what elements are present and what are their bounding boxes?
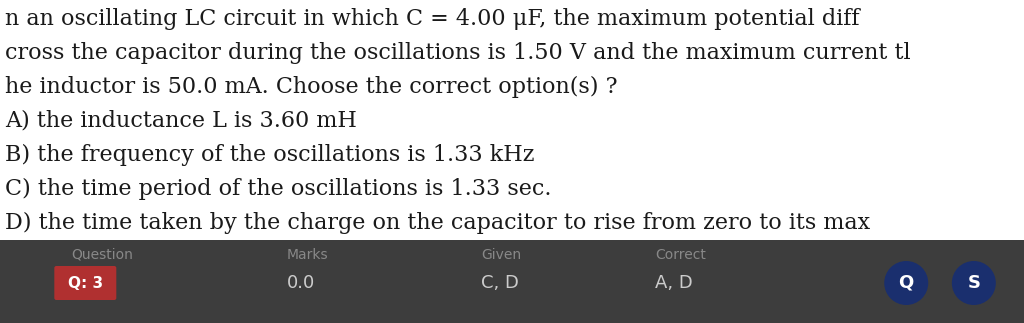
- Text: Question: Question: [72, 248, 133, 262]
- Bar: [0, 240, 1024, 323]
- Circle shape: [952, 261, 995, 305]
- Text: B) the frequency of the oscillations is 1.33 kHz: B) the frequency of the oscillations is …: [5, 144, 535, 166]
- Text: Marks: Marks: [287, 248, 329, 262]
- Text: Given: Given: [481, 248, 521, 262]
- Text: cross the capacitor during the oscillations is 1.50 V and the maximum current tl: cross the capacitor during the oscillati…: [5, 42, 910, 64]
- Text: 0.0: 0.0: [287, 274, 315, 292]
- Text: Q: 3: Q: 3: [68, 276, 102, 290]
- Circle shape: [885, 261, 928, 305]
- Text: he inductor is 50.0 mA. Choose the correct option(s) ?: he inductor is 50.0 mA. Choose the corre…: [5, 76, 617, 98]
- Text: A, D: A, D: [655, 274, 693, 292]
- Text: Correct: Correct: [655, 248, 707, 262]
- Text: A) the inductance L is 3.60 mH: A) the inductance L is 3.60 mH: [5, 110, 357, 132]
- Text: S: S: [968, 274, 980, 292]
- Text: C) the time period of the oscillations is 1.33 sec.: C) the time period of the oscillations i…: [5, 178, 552, 200]
- Text: C, D: C, D: [481, 274, 519, 292]
- Text: D) the time taken by the charge on the capacitor to rise from zero to its max: D) the time taken by the charge on the c…: [5, 212, 870, 234]
- Text: n an oscillating LC circuit in which C = 4.00 μF, the maximum potential diff: n an oscillating LC circuit in which C =…: [5, 8, 859, 30]
- FancyBboxPatch shape: [54, 266, 117, 300]
- Text: Q: Q: [899, 274, 913, 292]
